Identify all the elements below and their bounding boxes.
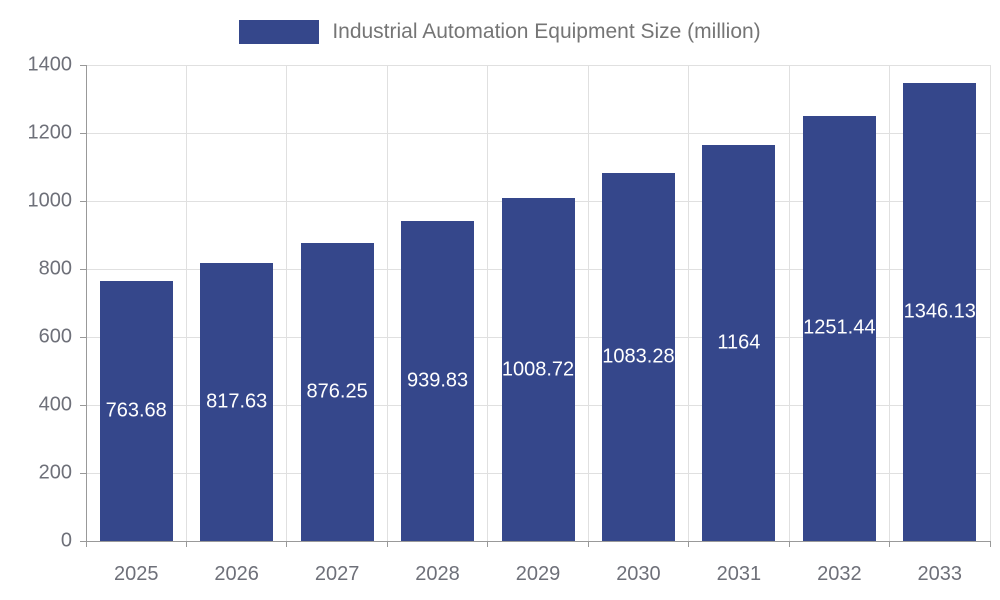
x-axis-label: 2029 (515, 563, 561, 585)
x-gridline (989, 65, 991, 541)
y-axis-label: 1000 (27, 189, 73, 212)
x-axis-label: 2031 (716, 563, 762, 585)
x-axis-label: 2026 (214, 563, 259, 585)
y-axis-tick (80, 404, 86, 406)
x-axis-tick (989, 541, 991, 547)
x-gridline (487, 65, 489, 541)
y-axis-tick (80, 336, 86, 338)
y-axis-tick (80, 132, 86, 134)
x-axis-tick (688, 541, 690, 547)
bar-2025[interactable] (99, 281, 173, 541)
x-axis-label: 2032 (817, 563, 862, 585)
x-axis-tick (85, 541, 87, 547)
y-axis-tick (80, 268, 86, 270)
y-axis-label: 200 (38, 461, 72, 484)
x-axis-tick (286, 541, 288, 547)
x-gridline (889, 65, 891, 541)
x-axis-label: 2033 (917, 563, 963, 585)
x-axis-tick (788, 541, 790, 547)
bar-2033[interactable] (903, 83, 977, 541)
x-axis-tick (386, 541, 388, 547)
bar-2031[interactable] (702, 145, 776, 541)
x-axis-label: 2027 (314, 563, 360, 585)
x-gridline (185, 65, 187, 541)
bar-2028[interactable] (401, 221, 475, 541)
y-axis-label: 1400 (27, 53, 73, 76)
x-gridline (688, 65, 690, 541)
y-gridline (86, 64, 990, 66)
y-axis-label: 800 (38, 257, 72, 280)
x-axis-label: 2025 (113, 563, 159, 585)
x-gridline (286, 65, 288, 541)
x-axis-tick (185, 541, 187, 547)
y-axis-tick (80, 64, 86, 66)
x-axis-label: 2030 (616, 563, 661, 585)
y-axis-tick (80, 472, 86, 474)
y-axis-tick (80, 200, 86, 202)
y-axis-label: 0 (60, 529, 72, 552)
legend-swatch (239, 20, 320, 44)
x-axis-tick (889, 541, 891, 547)
legend-label: Industrial Automation Equipment Size (mi… (332, 20, 761, 43)
y-axis-label: 400 (38, 393, 72, 416)
x-axis-tick (587, 541, 589, 547)
bar-2027[interactable] (300, 243, 374, 541)
x-gridline (587, 65, 589, 541)
x-gridline (788, 65, 790, 541)
x-axis-tick (487, 541, 489, 547)
y-axis-line (85, 65, 87, 542)
bar-2029[interactable] (501, 198, 575, 541)
y-gridline (86, 132, 990, 134)
y-axis-tick (80, 540, 86, 542)
y-axis-label: 600 (38, 325, 72, 348)
bar-2026[interactable] (200, 263, 274, 541)
x-gridline (386, 65, 388, 541)
bar-2032[interactable] (802, 115, 876, 541)
x-axis-label: 2028 (415, 563, 460, 585)
y-axis-label: 1200 (27, 121, 73, 144)
bar-2030[interactable] (601, 172, 675, 541)
x-axis-line (86, 540, 990, 542)
legend-item[interactable]: Industrial Automation Equipment Size (mi… (0, 18, 1000, 46)
